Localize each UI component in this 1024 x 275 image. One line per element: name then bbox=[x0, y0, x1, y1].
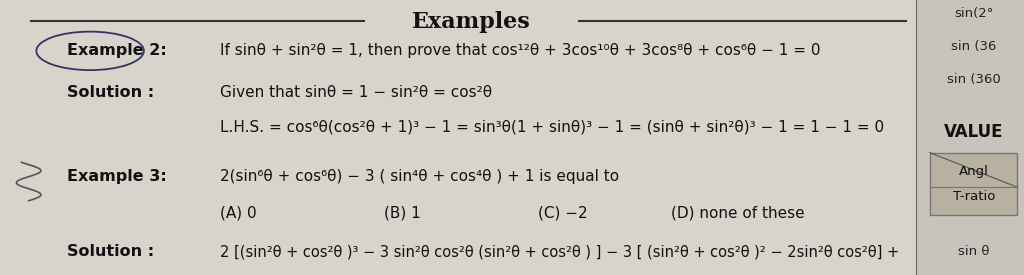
Text: sin θ: sin θ bbox=[958, 245, 989, 258]
FancyBboxPatch shape bbox=[930, 153, 1017, 214]
Text: sin (36: sin (36 bbox=[951, 40, 996, 53]
Text: VALUE: VALUE bbox=[944, 123, 1004, 141]
Text: L.H.S. = cos⁶θ(cos²θ + 1)³ − 1 = sin³θ(1 + sinθ)³ − 1 = (sinθ + sin²θ)³ − 1 = 1 : L.H.S. = cos⁶θ(cos²θ + 1)³ − 1 = sin³θ(1… bbox=[220, 119, 885, 134]
Text: (B) 1: (B) 1 bbox=[384, 206, 421, 221]
Text: (A) 0: (A) 0 bbox=[220, 206, 257, 221]
Text: 2 [(sin²θ + cos²θ )³ − 3 sin²θ cos²θ (sin²θ + cos²θ ) ] − 3 [ (sin²θ + cos²θ )² : 2 [(sin²θ + cos²θ )³ − 3 sin²θ cos²θ (si… bbox=[220, 244, 899, 259]
Text: Given that sinθ = 1 − sin²θ = cos²θ: Given that sinθ = 1 − sin²θ = cos²θ bbox=[220, 85, 493, 100]
Text: If sinθ + sin²θ = 1, then prove that cos¹²θ + 3cos¹⁰θ + 3cos⁸θ + cos⁶θ − 1 = 0: If sinθ + sin²θ = 1, then prove that cos… bbox=[220, 43, 820, 58]
Text: (D) none of these: (D) none of these bbox=[671, 206, 804, 221]
Text: sin (360: sin (360 bbox=[947, 73, 1000, 86]
Text: Solution :: Solution : bbox=[67, 244, 154, 259]
Text: Solution :: Solution : bbox=[67, 85, 154, 100]
Text: 2(sin⁶θ + cos⁶θ) − 3 ( sin⁴θ + cos⁴θ ) + 1 is equal to: 2(sin⁶θ + cos⁶θ) − 3 ( sin⁴θ + cos⁴θ ) +… bbox=[220, 169, 620, 183]
Text: sin(2°: sin(2° bbox=[954, 7, 993, 20]
Text: Example 2:: Example 2: bbox=[67, 43, 166, 58]
Text: Angl: Angl bbox=[958, 165, 989, 178]
Text: Example 3:: Example 3: bbox=[67, 169, 166, 183]
Text: (C) −2: (C) −2 bbox=[538, 206, 587, 221]
Text: T-ratio: T-ratio bbox=[952, 190, 995, 203]
Text: Examples: Examples bbox=[412, 11, 530, 33]
Bar bbox=[916, 0, 1024, 275]
